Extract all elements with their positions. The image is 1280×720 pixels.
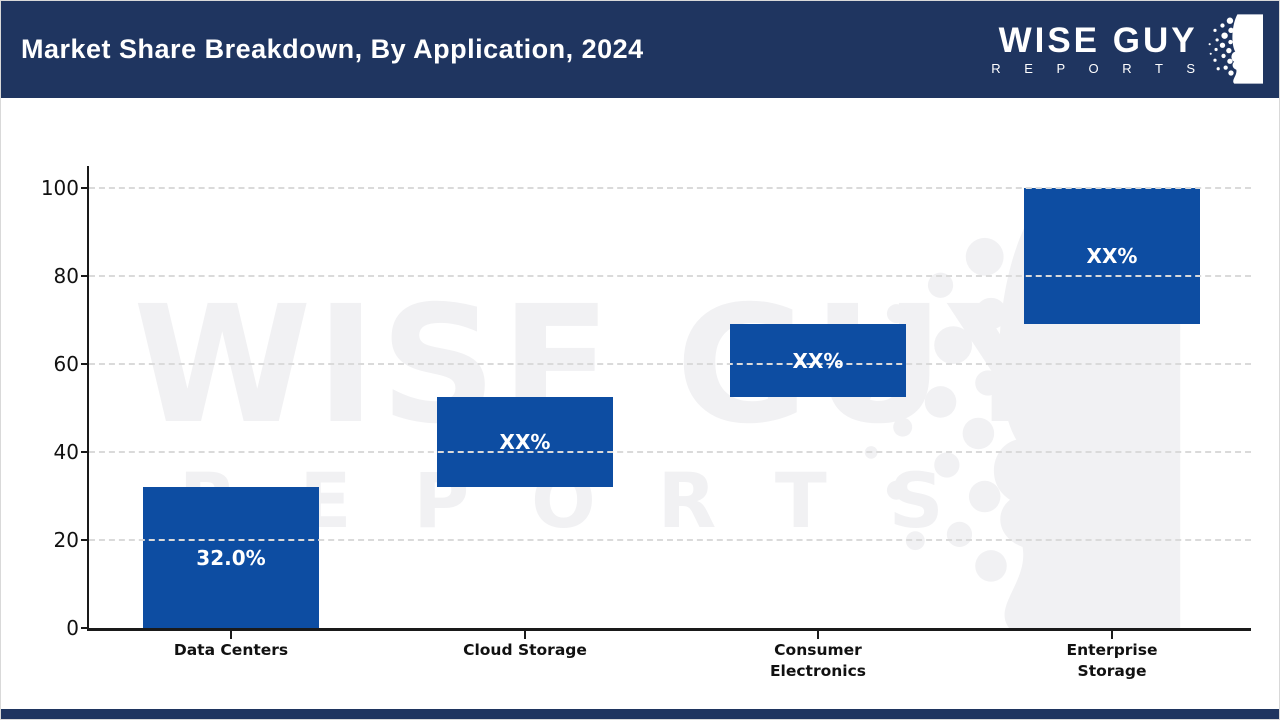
category-label: Cloud Storage (463, 641, 587, 659)
wiseguy-logo: WISE GUY R E P O R T S (991, 9, 1263, 89)
x-axis-tick (817, 631, 819, 639)
logo-wiseguy-text: WISE GUY (998, 20, 1198, 60)
category-label: Data Centers (173, 641, 289, 659)
x-axis-tick (1111, 631, 1113, 639)
wiseguy-face-logo-icon (1208, 14, 1263, 84)
y-axis-tick-label: 80 (53, 264, 79, 288)
y-axis-tick (81, 187, 89, 189)
bar (730, 324, 906, 397)
y-axis-tick-label: 100 (40, 176, 79, 200)
bar-value-label: 32.0% (196, 545, 266, 570)
bar-value-label: XX% (792, 348, 844, 373)
footer-band (1, 709, 1279, 719)
y-axis-tick (81, 363, 89, 365)
y-axis-tick (81, 627, 89, 629)
y-axis-tick-label: 0 (66, 616, 79, 640)
logo-text: WISE GUY R E P O R T S (991, 20, 1205, 77)
gridline (89, 275, 1251, 277)
x-axis-tick (524, 631, 526, 639)
gridline (89, 451, 1251, 453)
category-label: Consumer Electronics (769, 641, 867, 680)
bar-value-label: XX% (1086, 244, 1138, 269)
y-axis-tick-label: 20 (53, 528, 79, 552)
gridline (89, 363, 1251, 365)
y-axis (87, 166, 89, 630)
y-axis-tick (81, 539, 89, 541)
y-axis-tick (81, 275, 89, 277)
y-axis-tick-label: 40 (53, 440, 79, 464)
logo-reports-text: R E P O R T S (991, 61, 1205, 77)
y-axis-tick (81, 451, 89, 453)
bar (1024, 188, 1200, 325)
bar (143, 487, 319, 628)
x-axis-tick (230, 631, 232, 639)
header-band: Market Share Breakdown, By Application, … (1, 1, 1279, 98)
y-axis-tick-label: 60 (53, 352, 79, 376)
gridline (89, 187, 1251, 189)
category-label: Enterprise Storage (1066, 641, 1158, 680)
gridline (89, 539, 1251, 541)
x-axis (87, 628, 1251, 631)
page-title: Market Share Breakdown, By Application, … (21, 34, 644, 64)
bar-value-label: XX% (499, 430, 551, 455)
bar (437, 397, 613, 488)
